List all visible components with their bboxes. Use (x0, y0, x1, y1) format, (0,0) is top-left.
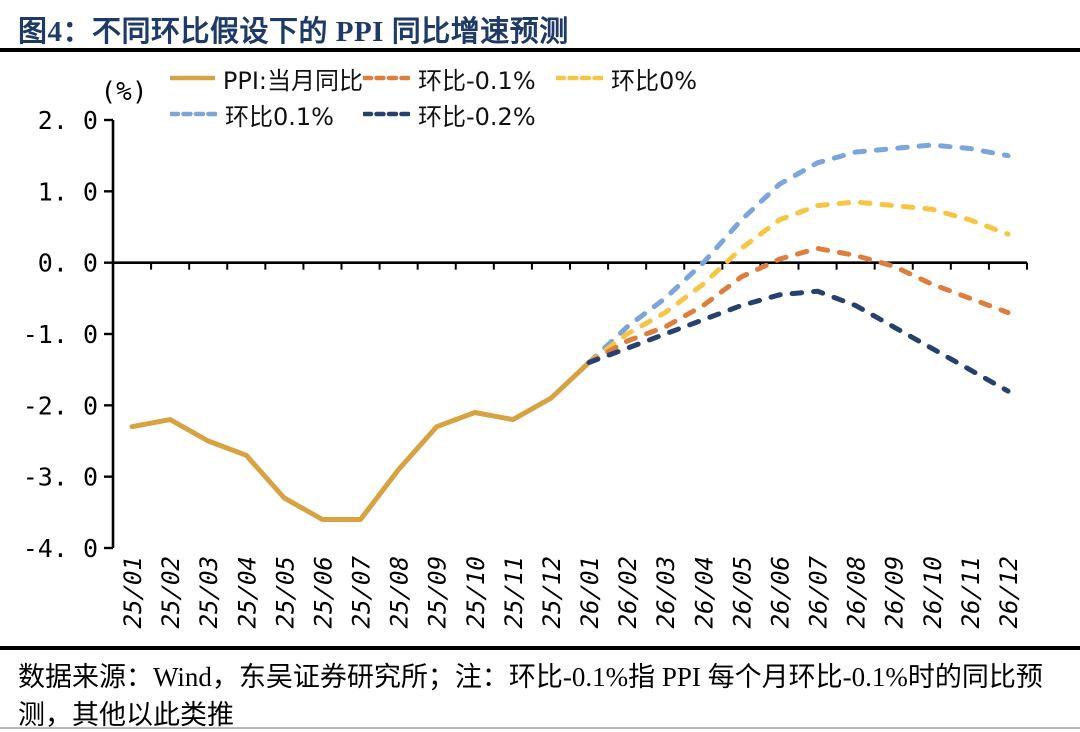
x-axis-tick-label: 25/11 (499, 553, 528, 631)
mom-0-line-swatch (556, 75, 603, 81)
source-note-line2: 测，其他以此类推 (18, 700, 234, 730)
x-axis-tick-label: 26/03 (651, 553, 680, 631)
x-axis-tick-label: 26/07 (804, 553, 833, 631)
mom-plus-0-1-line-swatch (170, 111, 217, 117)
y-axis-tick-label: -3. 0 (23, 463, 98, 492)
mom-minus-0-1-line-swatch (363, 75, 410, 81)
bottom-border (0, 727, 1080, 729)
legend-item-mom-0: 环比0% (556, 64, 749, 95)
x-axis-tick-label: 25/05 (271, 553, 300, 631)
x-axis-tick-label: 26/06 (766, 553, 795, 631)
x-axis-tick-label: 25/02 (156, 553, 185, 631)
series-line-mom-minus-0-1 (586, 245, 1011, 365)
x-axis-tick-label: 26/11 (956, 553, 985, 631)
x-axis-tick-label: 26/04 (690, 553, 719, 631)
ppi-actual-line-swatch (170, 75, 215, 81)
x-axis-tick-label: 25/10 (461, 553, 490, 631)
x-axis-tick-label: 26/12 (994, 553, 1023, 631)
source-note-line1: 数据来源：Wind，东吴证券研究所；注：环比-0.1%指 PPI 每个月环比-0… (18, 662, 1043, 692)
series-line-mom-plus-0-1 (586, 142, 1011, 365)
chart-legend: PPI:当月同比 环比-0.1% 环比0% 环比0.1% 环比-0.2% (170, 64, 749, 131)
x-axis-tick-label: 26/05 (728, 553, 757, 631)
mom-minus-0-2-line-swatch (363, 111, 410, 117)
x-axis-tick-label: 25/01 (118, 553, 147, 631)
figure-title: 图4：不同环比假设下的 PPI 同比增速预测 (18, 16, 569, 48)
y-axis-unit-label: (%) (101, 77, 148, 107)
x-axis-tick-label: 26/08 (842, 553, 871, 631)
x-axis-tick-label: 25/04 (233, 553, 262, 631)
x-axis-tick-label: 25/03 (194, 553, 223, 631)
legend-item-mom-minus-0-1: 环比-0.1% (363, 64, 556, 95)
legend-item-mom-plus-0-1: 环比0.1% (170, 100, 363, 131)
legend-item-mom-minus-0-2: 环比-0.2% (363, 100, 556, 131)
y-axis-tick-label: 2. 0 (38, 106, 98, 135)
x-axis-tick-label: 26/09 (880, 553, 909, 631)
y-axis-tick-label: 0. 0 (38, 249, 98, 278)
x-axis-tick-label: 25/08 (385, 553, 414, 631)
footer-divider (0, 646, 1080, 650)
legend-label: 环比0% (611, 66, 698, 95)
y-axis-tick-label: -4. 0 (23, 534, 98, 563)
x-axis-tick-label: 26/02 (613, 553, 642, 631)
y-axis-tick-label: 1. 0 (38, 177, 98, 206)
series-line-mom-minus-0-2 (586, 288, 1011, 394)
series-line-mom-0 (586, 199, 1011, 365)
x-axis-tick-label: 25/12 (537, 553, 566, 631)
title-divider (0, 48, 1080, 52)
legend-label: 环比0.1% (225, 102, 334, 131)
x-axis-tick-label: 25/09 (423, 553, 452, 631)
series-line-ppi-actual (129, 360, 592, 522)
legend-label: 环比-0.1% (418, 66, 536, 95)
legend-item-ppi-actual: PPI:当月同比 (170, 64, 363, 95)
x-axis-tick-label: 25/07 (347, 553, 376, 631)
x-axis-tick-label: 25/06 (309, 553, 338, 631)
y-axis-tick-label: -2. 0 (23, 391, 98, 420)
x-axis-tick-label: 26/10 (918, 553, 947, 631)
legend-label: 环比-0.2% (418, 102, 536, 131)
legend-label: PPI:当月同比 (222, 66, 363, 95)
x-axis-tick-label: 26/01 (575, 553, 604, 631)
y-axis-tick-label: -1. 0 (23, 320, 98, 349)
